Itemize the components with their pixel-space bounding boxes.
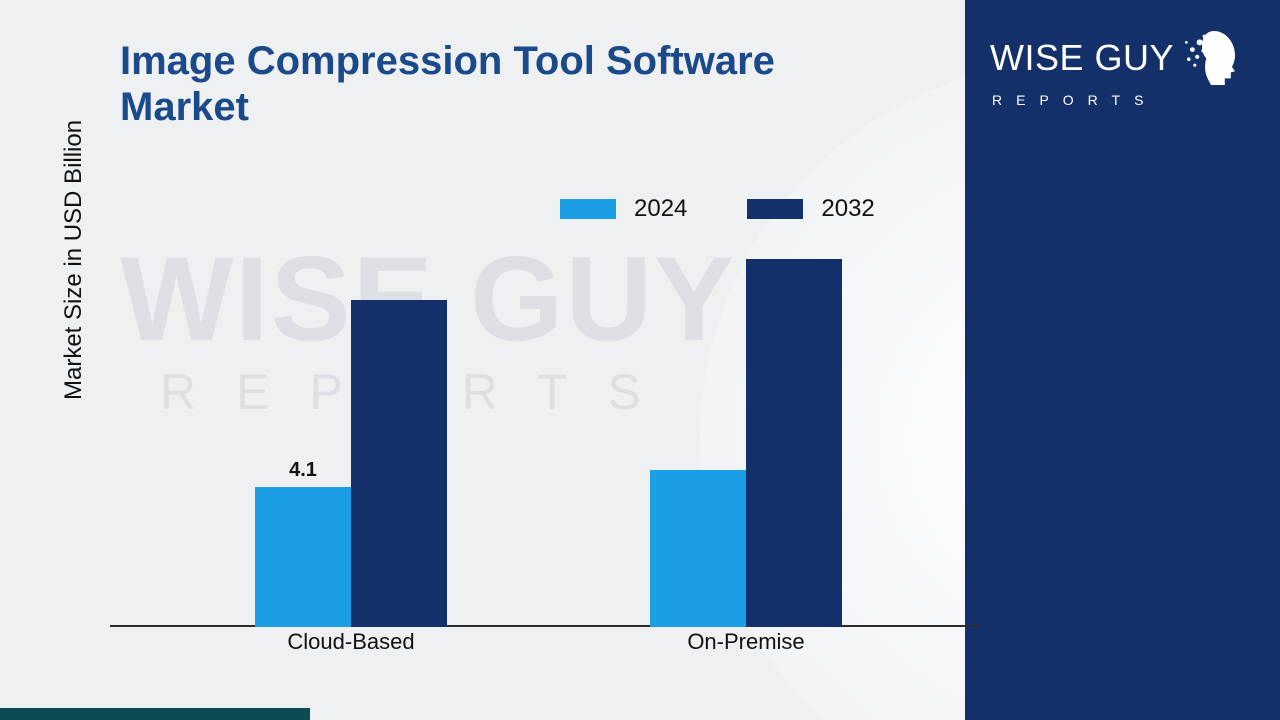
legend: 2024 2032 [560,195,875,223]
x-axis-line [110,625,980,627]
legend-swatch-2024 [560,199,616,219]
legend-item-2024: 2024 [560,195,687,223]
head-profile-icon [1178,28,1238,88]
brand-subtext: REPORTS [990,92,1250,108]
x-axis-label: On-Premise [650,629,842,655]
x-axis-label: Cloud-Based [255,629,447,655]
chart-title: Image Compression Tool Software Market [120,38,880,130]
brand-text: WISE GUY [990,40,1174,76]
legend-swatch-2032 [747,199,803,219]
bar [351,300,447,627]
legend-label-2032: 2032 [821,195,874,223]
legend-label-2024: 2024 [634,195,687,223]
bottom-accent-bar [0,708,310,720]
bar-value-label: 4.1 [289,459,317,482]
plot-area: 4.1 [110,235,980,627]
brand-logo: WISE GUY REPORTS [990,28,1250,108]
chart-area: 4.1 Cloud-Based On-Premise [110,235,980,655]
bar-group [650,259,842,627]
right-band [965,0,1280,720]
legend-item-2032: 2032 [747,195,874,223]
y-axis-label: Market Size in USD Billion [60,120,88,400]
canvas: WISE GUY REPORTS WISE GUY REPORTS Image … [0,0,1280,720]
bar [746,259,842,627]
bar: 4.1 [255,487,351,627]
bar-group: 4.1 [255,300,447,627]
bar [650,470,746,627]
